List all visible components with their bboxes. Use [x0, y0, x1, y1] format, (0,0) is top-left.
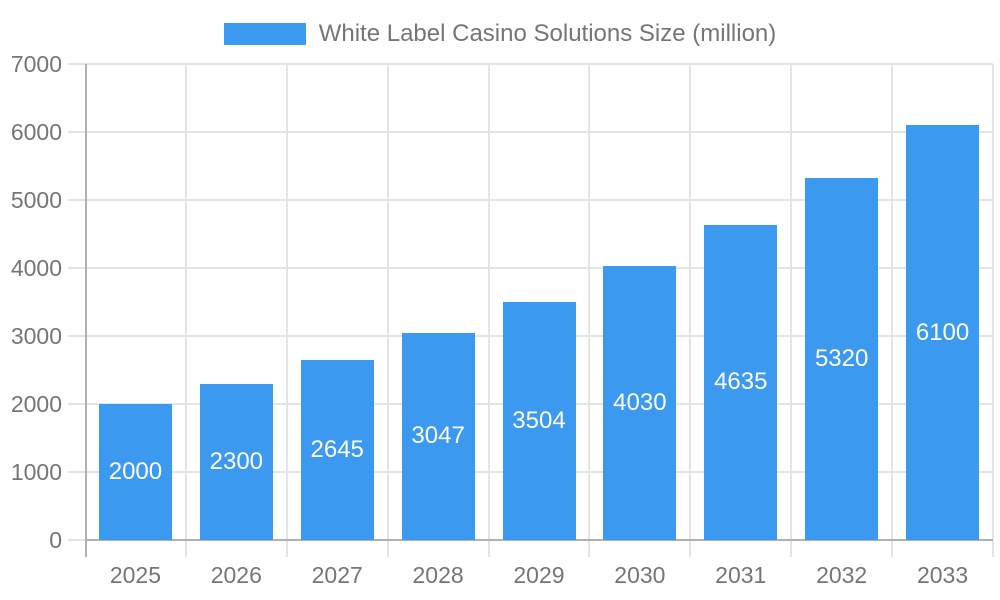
- bar-value-label: 6100: [915, 318, 970, 346]
- y-tick-mark: [68, 267, 85, 269]
- gridline-horizontal: [85, 199, 993, 201]
- bar-2033[interactable]: 6100: [906, 125, 980, 540]
- y-axis-tick-label: 4000: [10, 255, 62, 281]
- y-tick-mark: [68, 335, 85, 337]
- x-tick-mark: [285, 541, 288, 557]
- bar-value-label: 2645: [310, 436, 364, 464]
- y-axis-tick-label: 7000: [10, 51, 62, 77]
- y-tick-mark: [68, 471, 85, 473]
- bar-2026[interactable]: 2300: [199, 383, 273, 540]
- y-axis-tick-label: 6000: [10, 119, 62, 145]
- x-tick-mark: [891, 541, 894, 557]
- gridline-vertical: [891, 64, 894, 540]
- x-axis-tick-label: 2032: [816, 562, 868, 588]
- gridline-horizontal: [85, 267, 993, 269]
- bar-value-label: 4030: [613, 388, 667, 416]
- gridline-vertical: [386, 64, 389, 540]
- gridline-vertical: [487, 64, 490, 540]
- y-axis-tick-label: 1000: [10, 459, 62, 485]
- x-axis-tick-label: 2025: [109, 562, 162, 588]
- x-axis-tick-label: 2027: [311, 562, 363, 588]
- gridline-vertical: [790, 64, 793, 540]
- legend-label: White Label Casino Solutions Size (milli…: [318, 20, 777, 47]
- legend-swatch: [223, 23, 306, 45]
- gridline-horizontal: [85, 63, 993, 65]
- x-tick-mark: [487, 541, 490, 557]
- y-tick-mark: [68, 199, 85, 201]
- x-axis-tick-label: 2031: [715, 562, 767, 588]
- x-tick-mark: [184, 541, 187, 557]
- y-axis-tick-label: 0: [49, 527, 62, 553]
- x-axis-tick-label: 2029: [513, 562, 565, 588]
- bar-2028[interactable]: 3047: [401, 332, 475, 540]
- bar-2031[interactable]: 4635: [704, 224, 778, 540]
- y-tick-mark: [68, 131, 85, 133]
- bar-value-label: 4635: [714, 368, 768, 396]
- x-axis-tick-label: 2028: [412, 562, 464, 588]
- gridline-vertical: [285, 64, 288, 540]
- x-axis-tick-label: 2033: [916, 562, 969, 588]
- plot-area: 0 1000 2000 3000 4000 5000 6000 7000 2025 2026 202…: [11, 51, 994, 588]
- x-tick-mark: [386, 541, 389, 557]
- gridline-horizontal: [85, 131, 993, 133]
- bar-2027[interactable]: 2645: [300, 360, 374, 540]
- x-tick-mark: [790, 541, 793, 557]
- legend[interactable]: White Label Casino Solutions Size (milli…: [0, 20, 1000, 48]
- bar-2029[interactable]: 3504: [502, 301, 576, 540]
- bar-value-label: 3047: [411, 422, 465, 450]
- x-axis-line: [85, 539, 993, 541]
- bar-value-label: 3504: [512, 406, 566, 434]
- gridline-vertical: [992, 64, 994, 540]
- bar-2030[interactable]: 4030: [603, 265, 677, 540]
- y-axis-tick-label: 5000: [10, 187, 62, 213]
- y-axis-tick-label: 3000: [10, 323, 62, 349]
- y-tick-mark: [68, 63, 85, 65]
- bar-value-label: 2300: [209, 447, 264, 475]
- gridline-vertical: [689, 64, 692, 540]
- bar-value-label: 5320: [814, 345, 869, 373]
- x-axis-tick-label: 2026: [210, 562, 262, 588]
- bar-2025[interactable]: 2000: [98, 404, 172, 540]
- y-tick-mark: [68, 403, 85, 405]
- x-tick-mark: [588, 541, 591, 557]
- y-axis-line: [85, 64, 87, 557]
- gridline-vertical: [588, 64, 591, 540]
- gridline-vertical: [184, 64, 187, 540]
- x-tick-mark: [689, 541, 692, 557]
- y-axis-tick-label: 2000: [10, 391, 62, 417]
- bar-2032[interactable]: 5320: [805, 178, 879, 540]
- bar-value-label: 2000: [108, 458, 163, 485]
- x-axis-tick-label: 2030: [614, 562, 666, 588]
- y-tick-mark: [68, 539, 85, 541]
- x-tick-mark: [992, 541, 994, 557]
